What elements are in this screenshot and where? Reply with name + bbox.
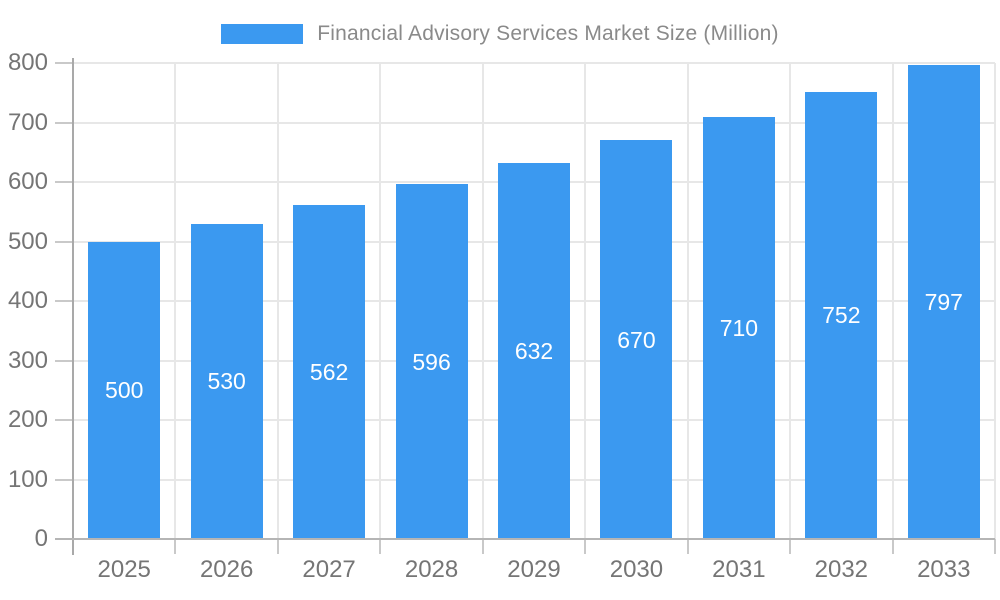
gridline-v-2 <box>276 63 279 539</box>
bar-value-label: 670 <box>617 326 656 353</box>
bar-2029[interactable]: 632 <box>498 162 570 539</box>
bar-2026[interactable]: 530 <box>190 223 263 539</box>
gridline-v-4 <box>481 63 484 539</box>
bar-value-label: 710 <box>719 314 759 341</box>
bar-2030[interactable]: 670 <box>600 140 673 539</box>
bar-2027[interactable]: 562 <box>293 204 366 539</box>
x-axis-tick <box>994 539 996 554</box>
gridline-h-700 <box>73 121 995 124</box>
y-axis-tick <box>55 121 73 124</box>
x-axis-tick <box>276 539 279 554</box>
y-axis-tick <box>55 240 73 243</box>
gridline-v-6 <box>686 63 689 539</box>
bar-2028[interactable]: 596 <box>395 184 468 539</box>
y-axis-tick <box>55 419 73 421</box>
y-axis-tick <box>55 478 73 481</box>
y-axis-tick-label: 400 <box>7 287 48 314</box>
x-axis-tick <box>481 539 484 554</box>
y-axis-tick <box>55 359 73 362</box>
gridline-v-5 <box>584 63 587 539</box>
bar-value-label: 797 <box>924 288 963 315</box>
gridline-v-3 <box>379 63 382 539</box>
x-axis-tick-label: 2030 <box>609 556 664 583</box>
x-axis-tick-label: 2031 <box>712 556 766 583</box>
gridline-v-1 <box>174 63 177 539</box>
y-axis-tick-label: 700 <box>7 108 48 136</box>
gridline-h-800 <box>73 62 995 64</box>
x-axis-tick <box>379 539 382 554</box>
gridline-v-9 <box>994 63 996 539</box>
gridline-v-8 <box>891 63 894 539</box>
gridline-v-7 <box>789 63 792 539</box>
bar-value-label: 562 <box>309 358 349 385</box>
y-axis-tick-label: 0 <box>34 525 48 552</box>
y-axis-tick-label: 600 <box>7 168 48 195</box>
x-axis-tick <box>686 539 689 554</box>
y-axis-tick-label: 500 <box>7 227 48 255</box>
x-axis-tick-label: 2027 <box>302 556 356 583</box>
bar-2031[interactable]: 710 <box>702 116 775 539</box>
x-axis-line <box>55 538 995 540</box>
bar-2032[interactable]: 752 <box>805 91 878 539</box>
y-axis-tick <box>55 181 73 183</box>
y-axis-tick-label: 300 <box>7 346 48 374</box>
bar-value-label: 500 <box>105 377 144 404</box>
x-axis-tick <box>891 539 894 554</box>
bar-2033[interactable]: 797 <box>907 64 980 539</box>
x-axis-tick-label: 2032 <box>814 556 869 583</box>
x-axis-tick <box>174 539 177 554</box>
y-axis-line <box>72 58 74 555</box>
y-axis-tick-label: 100 <box>7 465 48 493</box>
plot-area: 500 530 562 596 632 670 710 752 797 <box>73 62 996 539</box>
y-axis-tick <box>55 300 73 302</box>
y-axis-tick-label: 800 <box>7 49 48 76</box>
bar-value-label: 632 <box>514 337 554 364</box>
y-axis-tick <box>55 62 73 64</box>
bar-2025[interactable]: 500 <box>88 241 161 539</box>
x-axis-tick-label: 2029 <box>507 556 561 583</box>
legend-swatch[interactable] <box>221 24 304 44</box>
chart-legend[interactable]: Financial Advisory Services Market Size … <box>0 16 1000 52</box>
x-axis-tick <box>789 539 792 554</box>
x-axis-tick-label: 2026 <box>199 556 254 583</box>
bar-value-label: 752 <box>822 302 861 329</box>
y-axis-tick-label: 200 <box>7 406 48 433</box>
chart-title: Financial Advisory Services Market Size … <box>317 22 779 45</box>
x-axis-tick-label: 2025 <box>97 556 151 583</box>
x-axis-tick-label: 2033 <box>917 556 971 583</box>
x-axis-tick-label: 2028 <box>404 556 459 583</box>
bar-value-label: 530 <box>207 368 246 395</box>
x-axis-tick <box>584 539 587 554</box>
bar-value-label: 596 <box>412 348 451 375</box>
